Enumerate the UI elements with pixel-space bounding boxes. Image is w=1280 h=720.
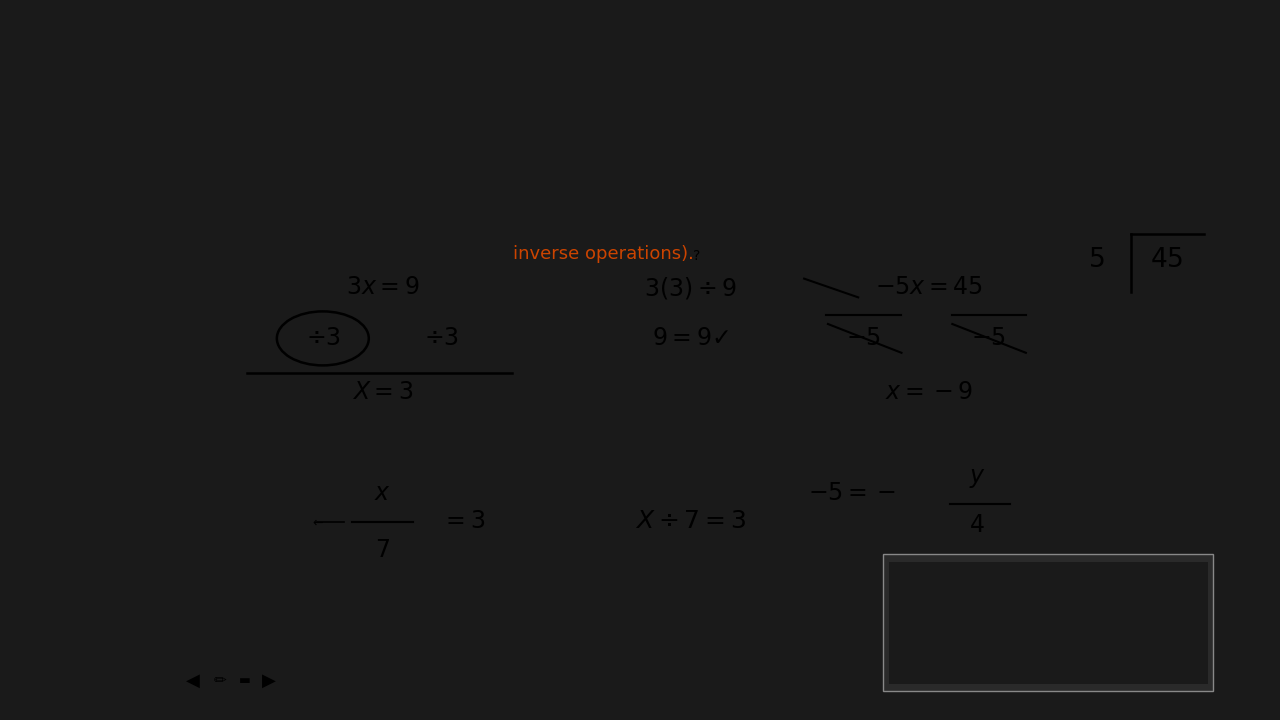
- Text: $5$: $5$: [1088, 247, 1105, 271]
- Text: inverse operations).: inverse operations).: [513, 245, 694, 263]
- Text: $3x = 9$: $3x = 9$: [346, 276, 419, 300]
- Text: ▶: ▶: [262, 671, 275, 690]
- Text: ▬: ▬: [239, 674, 251, 687]
- Text: $-5$: $-5$: [846, 327, 881, 350]
- Text: $X \div 7 = 3$: $X \div 7 = 3$: [635, 510, 746, 534]
- Text: $\div 3$: $\div 3$: [425, 327, 460, 350]
- Text: ✏: ✏: [214, 673, 227, 688]
- Text: $\leftarrow$: $\leftarrow$: [310, 516, 325, 528]
- Text: ◀: ◀: [186, 671, 200, 690]
- Text: $-5 = -$: $-5 = -$: [809, 482, 896, 505]
- Bar: [883, 554, 1213, 691]
- Bar: [888, 562, 1208, 684]
- Text: PROPERTIES OF EQUALITY: PROPERTIES OF EQUALITY: [193, 104, 724, 138]
- Text: $x$: $x$: [374, 482, 390, 505]
- Text: $9 = 9\checkmark$: $9 = 9\checkmark$: [652, 327, 730, 350]
- Text: $X = 3$: $X = 3$: [352, 381, 413, 404]
- Text: $-5$: $-5$: [970, 327, 1006, 350]
- Text: $= 3$: $= 3$: [442, 510, 485, 534]
- Text: $3(3) \div 9$: $3(3) \div 9$: [644, 275, 737, 301]
- Text: $-5x = 45$: $-5x = 45$: [874, 276, 983, 300]
- Text: $45$: $45$: [1149, 247, 1183, 271]
- Text: $\div 3$: $\div 3$: [306, 327, 342, 350]
- Text: properties of equality (using: properties of equality (using: [193, 245, 454, 263]
- Text: $x = -9$: $x = -9$: [884, 381, 973, 404]
- Text: $y$: $y$: [969, 467, 986, 490]
- Text: $7$: $7$: [375, 539, 390, 562]
- Text: $4$: $4$: [969, 514, 986, 537]
- Text: $?$: $?$: [691, 248, 700, 263]
- Text: Solve the equations using the multiplication or division: Solve the equations using the multiplica…: [193, 202, 690, 220]
- Text: MULTIPLICATION AND DIVISION: MULTIPLICATION AND DIVISION: [193, 32, 827, 66]
